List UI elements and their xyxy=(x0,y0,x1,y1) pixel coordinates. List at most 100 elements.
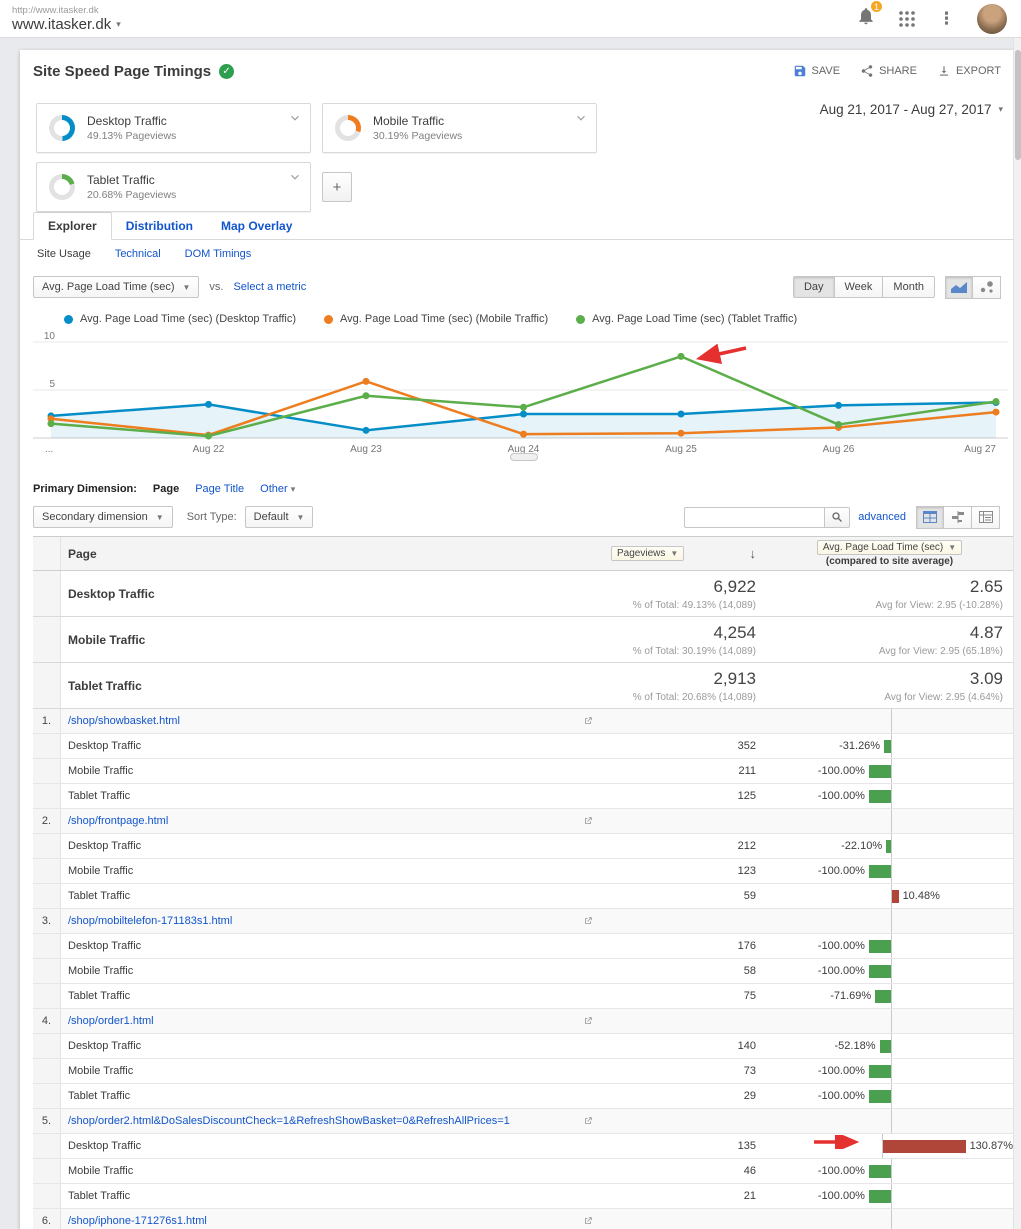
dimension-page[interactable]: Page xyxy=(152,483,180,495)
apps-grid-icon[interactable] xyxy=(898,10,916,28)
segments-area: Desktop Traffic 49.13% Pageviews Mobile … xyxy=(20,92,1013,212)
table-controls: Secondary dimension ▼ Sort Type: Default… xyxy=(20,502,1013,532)
entry-label: Mobile Traffic xyxy=(68,865,134,877)
page-group-row: 6. /shop/iphone-171276s1.html xyxy=(33,1209,1013,1229)
chevron-down-icon[interactable] xyxy=(288,111,302,125)
delta-cell: -52.18% xyxy=(766,1034,1013,1058)
delta-cell: -31.26% xyxy=(766,734,1013,758)
account-switcher[interactable]: www.itasker.dk ▾ xyxy=(12,16,121,33)
motion-chart-view-button[interactable] xyxy=(973,275,1001,299)
page-link[interactable]: /shop/iphone-171276s1.html xyxy=(68,1215,207,1227)
kebab-menu-icon[interactable]: ⋮ xyxy=(938,8,955,28)
legend-item-mobile[interactable]: Avg. Page Load Time (sec) (Mobile Traffi… xyxy=(324,313,548,325)
legend-item-tablet[interactable]: Avg. Page Load Time (sec) (Tablet Traffi… xyxy=(576,313,797,325)
summary-metric: 4.87 xyxy=(969,622,1003,642)
chevron-down-icon: ▾ xyxy=(116,18,121,29)
summary-pageviews: 6,922 xyxy=(713,576,756,596)
metric-column-select[interactable]: Avg. Page Load Time (sec) ▼ xyxy=(816,540,963,555)
subtab-dom-timings[interactable]: DOM Timings xyxy=(184,248,252,260)
page-link[interactable]: /shop/order2.html&DoSalesDiscountCheck=1… xyxy=(68,1115,510,1127)
dimension-other[interactable]: Other ▾ xyxy=(260,483,296,495)
external-link-icon[interactable] xyxy=(583,1216,593,1226)
page-scrollbar[interactable] xyxy=(1013,38,1021,1229)
chevron-down-icon[interactable] xyxy=(288,170,302,184)
chevron-down-icon: ▾ xyxy=(290,484,296,494)
page-link[interactable]: /shop/mobiltelefon-171183s1.html xyxy=(68,915,233,927)
delta-bar xyxy=(884,739,891,753)
tab-distribution[interactable]: Distribution xyxy=(125,219,194,233)
legend-item-desktop[interactable]: Avg. Page Load Time (sec) (Desktop Traff… xyxy=(64,313,296,325)
entry-label: Tablet Traffic xyxy=(68,890,131,902)
chevron-down-icon: ▾ xyxy=(998,104,1003,114)
share-button[interactable]: SHARE xyxy=(860,64,917,78)
page-link[interactable]: /shop/frontpage.html xyxy=(68,815,169,827)
page-link[interactable]: /shop/order1.html xyxy=(68,1015,154,1027)
sort-direction-icon[interactable]: ↓ xyxy=(749,546,757,561)
segment-card-mobile[interactable]: Mobile Traffic 30.19% Pageviews xyxy=(322,103,597,153)
page-link[interactable]: /shop/showbasket.html xyxy=(68,715,180,727)
metric-select[interactable]: Avg. Page Load Time (sec) ▼ xyxy=(33,276,200,298)
account-block: http://www.itasker.dk www.itasker.dk ▾ xyxy=(10,5,121,33)
timeline-scrubber[interactable] xyxy=(510,453,538,461)
segment-card-desktop[interactable]: Desktop Traffic 49.13% Pageviews xyxy=(36,103,311,153)
tab-explorer[interactable]: Explorer xyxy=(33,212,112,240)
comparison-view-button[interactable] xyxy=(944,505,972,529)
legend-dot-mobile xyxy=(324,314,334,324)
export-button[interactable]: EXPORT xyxy=(937,64,1001,78)
segment-entry-row: Tablet Traffic 125 -100.00% xyxy=(33,784,1013,809)
delta-label: -71.69% xyxy=(830,990,872,1002)
search-button[interactable] xyxy=(824,506,851,528)
avatar[interactable] xyxy=(977,3,1007,34)
line-chart-view-button[interactable] xyxy=(945,275,973,299)
advanced-search-link[interactable]: advanced xyxy=(858,511,906,523)
pivot-view-button[interactable] xyxy=(972,505,1000,529)
trend-chart[interactable]: 5 10... Aug 22 Aug 23 Aug 24 Aug 25 Aug 26 Aug … xyxy=(20,331,1013,464)
delta-bar xyxy=(868,764,891,778)
notifications-button[interactable]: 1 xyxy=(856,0,884,31)
subtab-site-usage[interactable]: Site Usage xyxy=(37,248,91,260)
entry-pageviews: 46 xyxy=(743,1165,756,1177)
save-icon xyxy=(794,65,805,77)
delta-label: -100.00% xyxy=(817,1190,865,1202)
save-button[interactable]: SAVE xyxy=(793,64,840,78)
granularity-week-button[interactable]: Week xyxy=(834,276,884,298)
page-group-row: 4. /shop/order1.html xyxy=(33,1009,1013,1034)
delta-label: -100.00% xyxy=(817,1165,865,1177)
date-range-picker[interactable]: Aug 21, 2017 - Aug 27, 2017 ▾ xyxy=(819,102,1003,117)
scrollbar-thumb[interactable] xyxy=(1015,50,1021,160)
row-index: 4. xyxy=(33,1009,61,1033)
data-table-view-button[interactable] xyxy=(916,505,944,529)
row-index: 2. xyxy=(33,809,61,833)
metric-note: (compared to site average) xyxy=(825,556,954,567)
search-input[interactable] xyxy=(684,506,825,528)
summary-pageviews-sub: % of Total: 30.19% (14,089) xyxy=(632,645,756,657)
external-link-icon[interactable] xyxy=(583,716,593,726)
chevron-down-icon[interactable] xyxy=(574,111,588,125)
external-link-icon[interactable] xyxy=(583,1016,593,1026)
dimension-page-title[interactable]: Page Title xyxy=(195,483,245,495)
entry-label: Desktop Traffic xyxy=(68,740,142,752)
external-link-icon[interactable] xyxy=(583,816,593,826)
tab-map-overlay[interactable]: Map Overlay xyxy=(221,219,293,233)
svg-text:10: 10 xyxy=(44,332,56,342)
segment-card-tablet[interactable]: Tablet Traffic 20.68% Pageviews xyxy=(36,162,311,212)
subtab-technical[interactable]: Technical xyxy=(114,248,161,260)
pageviews-column-select[interactable]: Pageviews ▼ xyxy=(611,546,685,561)
summary-metric: 2.65 xyxy=(969,576,1003,596)
select-metric-link[interactable]: Select a metric xyxy=(233,281,307,293)
line-chart[interactable]: 5 10... Aug 22 Aug 23 Aug 24 Aug 25 Aug 26 Aug … xyxy=(33,331,1008,458)
add-segment-button[interactable]: + xyxy=(322,172,352,202)
delta-cell: -100.00% xyxy=(766,934,1013,958)
segment-donut-desktop xyxy=(49,115,75,141)
sort-type-select[interactable]: Default ▼ xyxy=(244,506,314,528)
chart-legend: Avg. Page Load Time (sec) (Desktop Traff… xyxy=(20,306,1013,332)
external-link-icon[interactable] xyxy=(583,916,593,926)
summary-pageviews-sub: % of Total: 20.68% (14,089) xyxy=(632,691,756,703)
vs-label: vs. xyxy=(209,281,224,293)
svg-text:Aug 24: Aug 24 xyxy=(508,444,540,455)
secondary-dimension-button[interactable]: Secondary dimension ▼ xyxy=(33,506,173,528)
granularity-month-button[interactable]: Month xyxy=(883,276,935,298)
column-header-page[interactable]: Page xyxy=(68,546,97,561)
external-link-icon[interactable] xyxy=(583,1116,593,1126)
granularity-day-button[interactable]: Day xyxy=(792,276,835,298)
